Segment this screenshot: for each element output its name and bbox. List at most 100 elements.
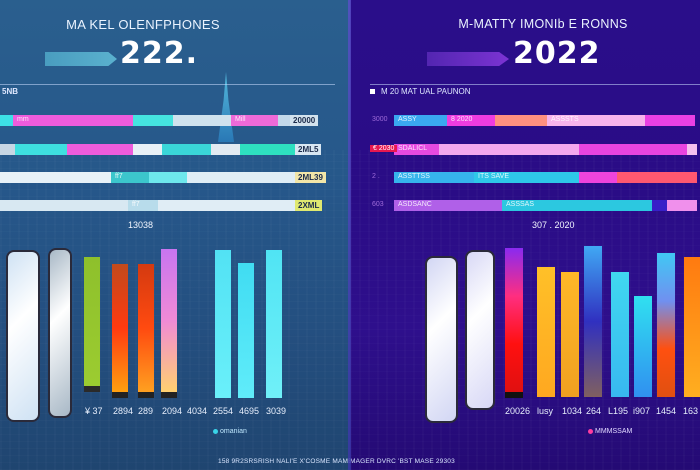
bar-value-label: lusy (537, 406, 554, 416)
arrow-icon (427, 52, 509, 66)
right-year: 2022 (513, 36, 601, 71)
bar-segment (173, 115, 231, 126)
bar-segment (158, 200, 295, 211)
bar-segment (67, 144, 133, 155)
tower-spire-graphic (218, 72, 234, 142)
bar-segment: ASSTTSS (394, 172, 474, 183)
bar-value-label: 1034 (562, 406, 583, 416)
horizontal-bar-row: ff7 (0, 200, 295, 211)
row-label: 2 . (372, 173, 380, 180)
smartphone-graphic (48, 248, 72, 418)
vertical-bar (537, 267, 555, 397)
bar-value-label: 2094 (162, 406, 183, 416)
bar-segment: ASSSAS (502, 200, 652, 211)
smartphone-graphic (465, 250, 495, 410)
horizontal-bar-row: ASSTTSS ITS SAVE (394, 172, 697, 183)
bar-segment: ff7 (128, 200, 158, 211)
bar-segment (579, 144, 687, 155)
horizontal-bar-row: ff7 (0, 172, 295, 183)
right-axis-note: 307 . 2020 (532, 220, 575, 230)
bar-value-label: ¥ 37 (85, 406, 103, 416)
bar-value-label: L195 (608, 406, 629, 416)
panel-divider (348, 0, 351, 470)
bar-segment (645, 115, 695, 126)
left-dot-legend-text: omanian (220, 428, 247, 435)
bar-value-label: 3039 (266, 406, 287, 416)
bar-segment (0, 115, 13, 126)
vertical-bar (584, 246, 602, 397)
horizontal-bar-row (0, 144, 295, 155)
row-label: 3000 (372, 116, 388, 123)
right-legend-label: M 20 MAT UAL PAUNON (370, 87, 471, 96)
bar-value-label: 1454 (656, 406, 677, 416)
bar-segment (667, 200, 697, 211)
right-title: M-MATTY IMONIb E RONNS (458, 17, 628, 31)
horizontal-bar-row: SDALICL (394, 144, 697, 155)
vertical-bar (561, 272, 579, 397)
bar-segment: ITS SAVE (474, 172, 579, 183)
bar-value-label: 4034 (187, 406, 208, 416)
right-footer: MAGER DVRC 'BST MASE 29303 (350, 458, 455, 465)
right-dot-legend: MMMSSAM (588, 428, 632, 435)
bar-value-label: 163 (683, 406, 699, 416)
vertical-bar (238, 263, 254, 398)
segment-label: 8 2020 (451, 116, 473, 123)
legend-dot-icon (213, 428, 218, 434)
smartphone-graphic (6, 250, 40, 422)
bar-value-label: 4695 (239, 406, 260, 416)
bar-segment (0, 172, 111, 183)
bar-segment (211, 144, 240, 155)
right-dot-legend-text: MMMSSAM (595, 428, 633, 435)
horizontal-bar-row: ASSY 8 2020 ASSSTS (394, 115, 695, 126)
bar-segment (133, 115, 173, 126)
segment-label: Mill (235, 116, 246, 123)
bar-segment: ASSY (394, 115, 447, 126)
left-legend-label: 5NB (2, 87, 19, 96)
header-divider (0, 84, 335, 85)
bar-segment (617, 172, 697, 183)
segment-label: mm (17, 116, 29, 123)
bar-segment (579, 172, 617, 183)
vertical-bar (84, 257, 100, 392)
vertical-bar (634, 296, 652, 397)
segment-label: ASSSAS (506, 201, 535, 208)
bar-segment (278, 115, 290, 126)
vertical-bar (215, 250, 231, 398)
left-year: 222. (120, 36, 199, 71)
bar-segment (652, 200, 667, 211)
vertical-bar (505, 248, 523, 398)
vertical-bar (138, 264, 154, 398)
bar-segment: Mill (231, 115, 278, 126)
row-value-label: 2ML5 (295, 144, 322, 155)
right-infographic-panel: M-MATTY IMONIb E RONNS 2022 M 20 MAT UAL… (350, 0, 700, 470)
segment-label: ASSTTSS (398, 173, 430, 180)
bar-segment: mm (13, 115, 133, 126)
bar-segment: ASDSANC (394, 200, 502, 211)
bar-segment (687, 144, 697, 155)
segment-label: ITS SAVE (478, 173, 509, 180)
left-dot-legend: omanian (213, 428, 247, 435)
bar-segment (133, 144, 162, 155)
legend-dot-icon (588, 428, 593, 434)
header-divider (370, 84, 700, 85)
vertical-bar (684, 257, 700, 397)
bar-segment: SDALICL (394, 144, 439, 155)
legend-square-icon (370, 89, 375, 95)
bar-segment (162, 144, 211, 155)
bar-segment (149, 172, 187, 183)
vertical-bar (266, 250, 282, 398)
bar-segment: ff7 (111, 172, 149, 183)
right-legend-text: M 20 MAT UAL PAUNON (381, 87, 471, 96)
bar-segment: 8 2020 (447, 115, 495, 126)
bar-segment (0, 200, 128, 211)
bar-value-label: 2554 (213, 406, 234, 416)
row-label: € 2030 (370, 145, 398, 152)
left-footer: 158 9R2SRSRISH NALI'E X'COSME MAMBHHAI (218, 458, 350, 465)
vertical-bar (112, 264, 128, 398)
arrow-icon (45, 52, 117, 66)
bar-segment: ASSSTS (547, 115, 645, 126)
bar-segment (15, 144, 67, 155)
segment-label: ASSSTS (551, 116, 579, 123)
row-value-label: 2XML (295, 200, 323, 211)
horizontal-bar-row: ASDSANC ASSSAS (394, 200, 697, 211)
